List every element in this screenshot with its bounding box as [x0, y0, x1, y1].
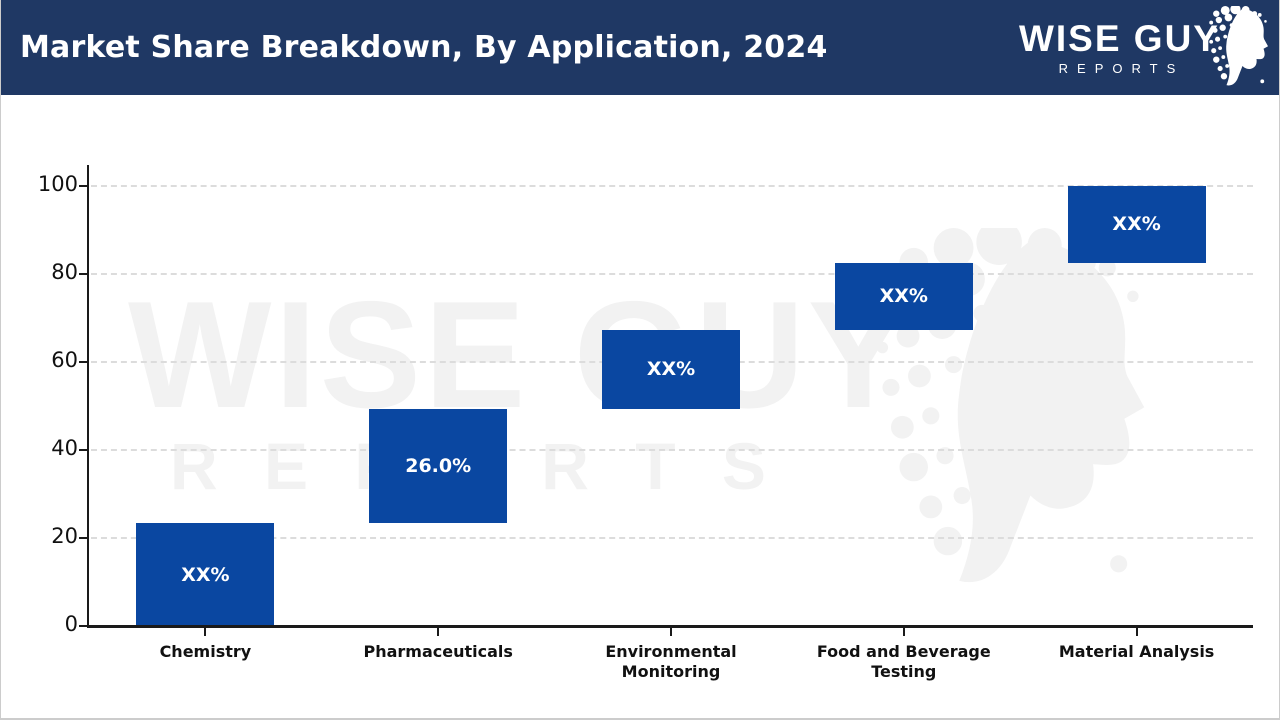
bar: XX%	[602, 329, 740, 409]
y-tick	[79, 185, 89, 187]
x-tick-label: Chemistry	[85, 642, 325, 662]
bar-value-label: 26.0%	[405, 454, 472, 477]
wiseguy-logo-name: WISE GUY	[1018, 17, 1220, 59]
bar-value-label: XX%	[646, 358, 696, 381]
wiseguy-logo-text: WISE GUY REPORTS	[1019, 20, 1220, 76]
x-tick-label-line: Testing	[871, 662, 937, 681]
x-tick-label: Material Analysis	[1017, 642, 1257, 662]
watermark-text: WISE GUY	[128, 270, 913, 440]
y-tick-label: 40	[51, 436, 78, 460]
y-tick-label: 80	[51, 260, 78, 284]
x-tick	[1135, 627, 1138, 636]
wiseguy-logo: WISE GUY REPORTS	[1019, 6, 1270, 89]
x-tick	[204, 627, 207, 636]
header-bar: Market Share Breakdown, By Application, …	[0, 0, 1280, 95]
y-tick	[79, 361, 89, 363]
y-tick	[79, 537, 89, 539]
wiseguy-logo-tagline: REPORTS	[1058, 60, 1185, 76]
gridline	[91, 185, 1253, 187]
y-tick-label: 20	[51, 524, 78, 548]
gridline	[91, 537, 1253, 539]
bar: XX%	[834, 262, 973, 330]
bar-value-label: XX%	[879, 285, 928, 308]
wiseguy-head-icon	[1206, 6, 1270, 89]
y-tick-label: 100	[37, 172, 78, 196]
x-tick-label-line: Food and Beverage	[816, 642, 991, 661]
x-tick-label-line: Pharmaceuticals	[363, 642, 513, 661]
y-tick	[79, 273, 89, 275]
x-tick-label-line: Chemistry	[159, 642, 252, 661]
x-tick-label-line: Material Analysis	[1058, 642, 1215, 661]
bar: XX%	[136, 523, 275, 626]
x-tick	[670, 627, 672, 636]
y-tick-label: 60	[51, 348, 78, 372]
y-tick-label: 0	[64, 612, 78, 636]
gridline	[91, 273, 1253, 275]
x-tick	[902, 627, 905, 636]
y-tick	[79, 625, 89, 627]
bar-value-label: XX%	[1112, 213, 1161, 236]
chart-title: Market Share Breakdown, By Application, …	[20, 30, 828, 65]
bar: 26.0%	[369, 408, 508, 524]
bar-value-label: XX%	[181, 563, 230, 586]
gridline	[91, 449, 1253, 451]
x-tick-label: Pharmaceuticals	[318, 642, 558, 662]
x-tick-label-line: Environmental	[605, 642, 737, 661]
x-tick-label: Environmental Monitoring	[551, 642, 791, 682]
y-axis-spine	[87, 165, 89, 628]
bar: XX%	[1067, 186, 1206, 263]
x-axis-spine	[87, 625, 1253, 628]
y-tick	[79, 449, 89, 451]
x-tick-label-line: Monitoring	[621, 662, 721, 681]
x-tick	[437, 627, 440, 636]
x-tick-label: Food and Beverage Testing	[784, 642, 1024, 682]
